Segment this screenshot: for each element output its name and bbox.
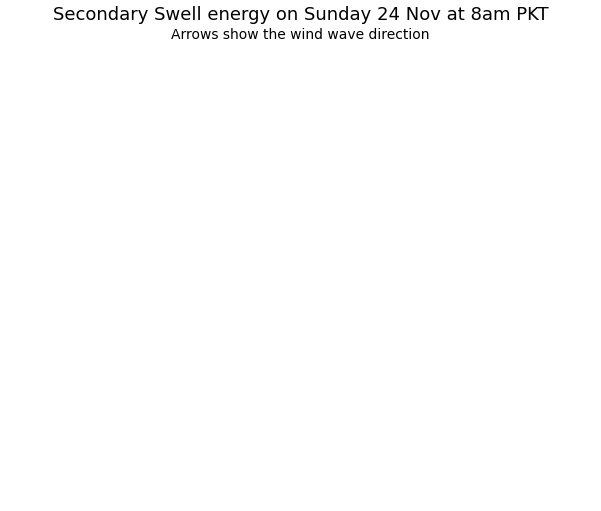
Text: Arrows show the wind wave direction: Arrows show the wind wave direction [171,28,430,42]
Text: Cartopy not available: Cartopy not available [212,268,389,286]
Text: Secondary Swell energy on Sunday 24 Nov at 8am PKT: Secondary Swell energy on Sunday 24 Nov … [53,6,548,24]
